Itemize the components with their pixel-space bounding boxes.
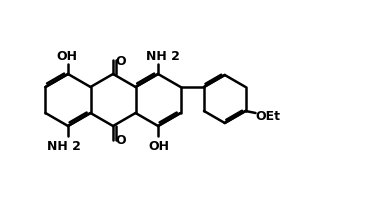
Text: OEt: OEt [255, 109, 280, 122]
Text: NH 2: NH 2 [146, 49, 180, 62]
Text: OH: OH [56, 49, 78, 62]
Text: O: O [116, 134, 127, 147]
Text: OH: OH [148, 139, 170, 152]
Text: O: O [116, 54, 127, 67]
Text: NH 2: NH 2 [47, 139, 81, 152]
